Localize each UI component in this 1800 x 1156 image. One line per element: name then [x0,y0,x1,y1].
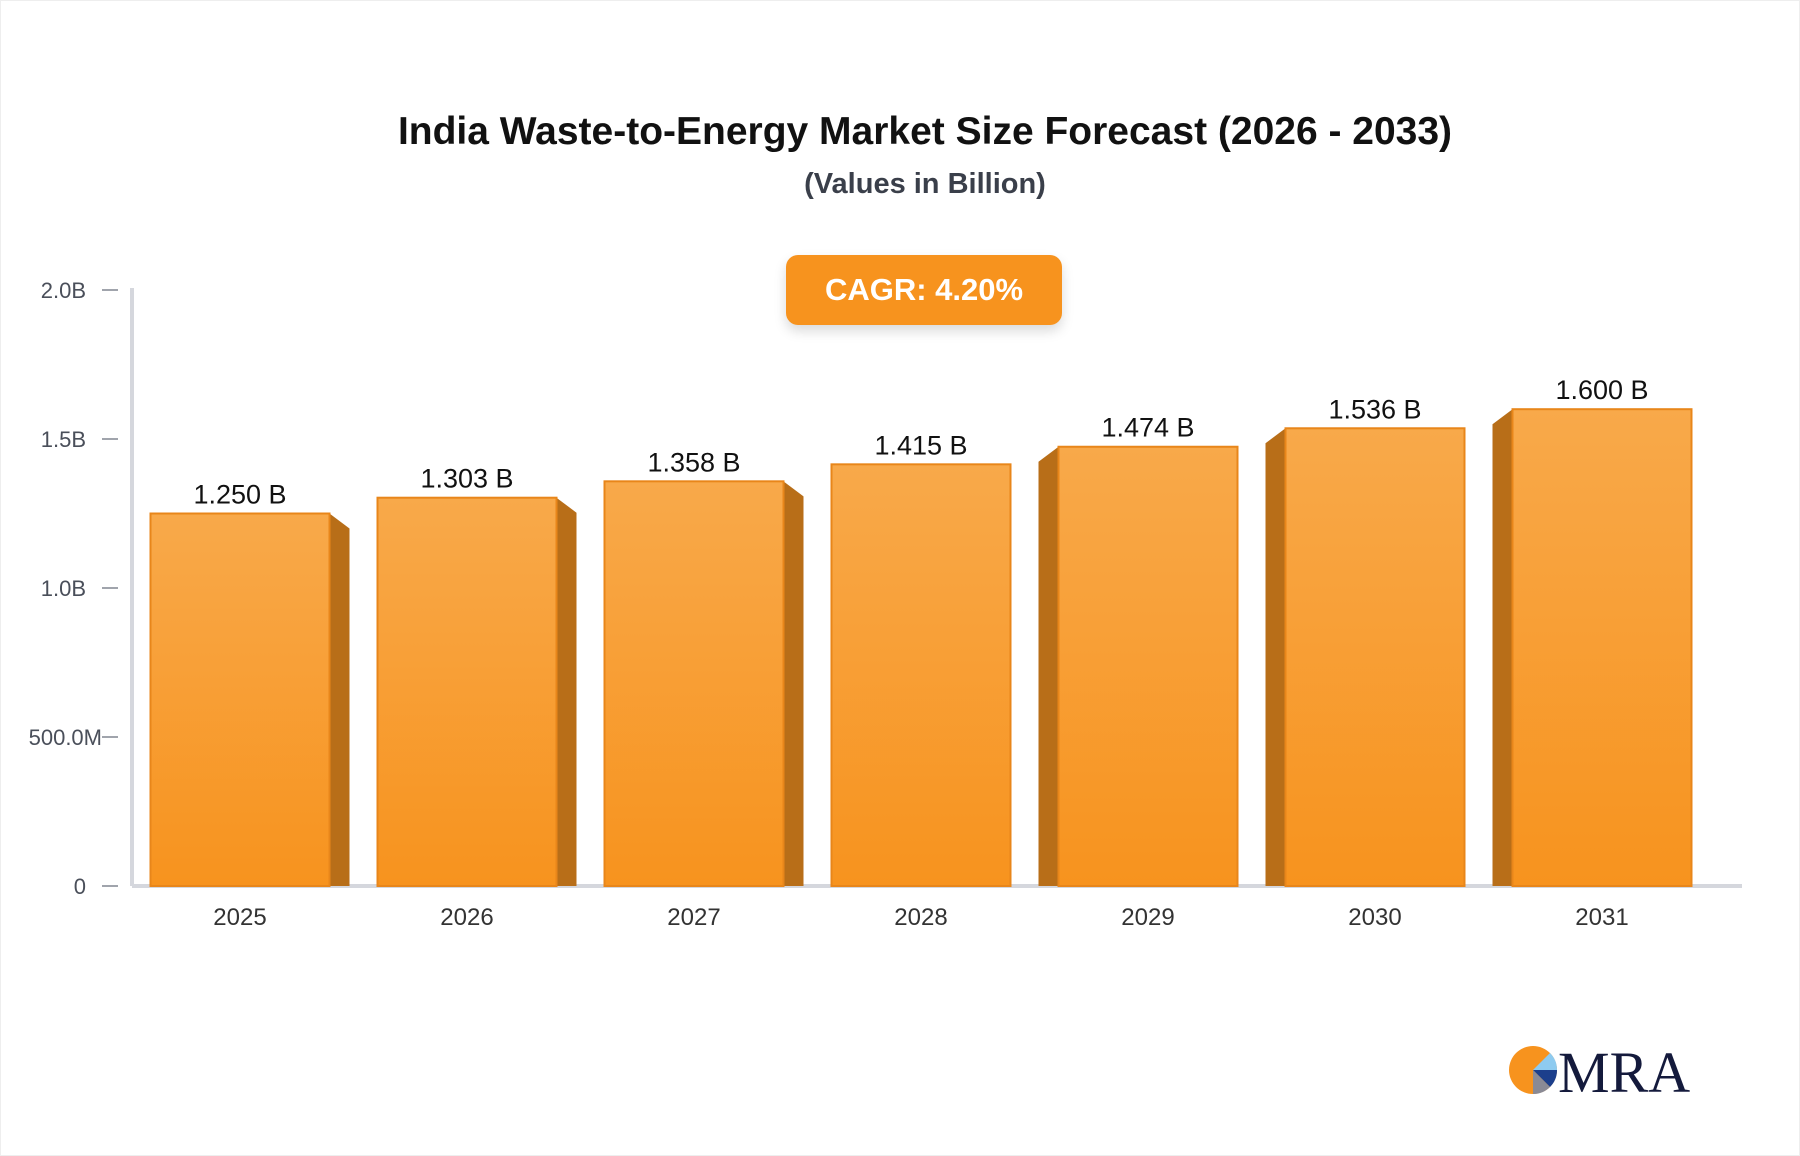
x-tick-label: 2026 [440,904,493,931]
bar-side [1038,446,1059,886]
bar-side [1265,428,1286,886]
bar-side [783,481,804,886]
y-tick-label: 1.0B [41,576,86,601]
y-tick-label: 1.5B [41,427,86,452]
data-label: 1.303 B [420,464,513,494]
chart-title: India Waste-to-Energy Market Size Foreca… [397,110,1453,153]
data-label: 1.358 B [647,447,740,477]
data-label: 1.415 B [874,430,967,460]
x-tick-label: 2025 [213,904,266,931]
x-tick-label: 2031 [1575,904,1628,931]
data-label: 1.250 B [193,480,286,510]
y-tick-label: 2.0B [41,278,86,303]
bar [1057,445,1239,887]
x-tick-label: 2030 [1348,904,1401,931]
data-label: 1.536 B [1328,394,1421,424]
x-tick-label: 2029 [1121,904,1174,931]
x-tick-label: 2027 [667,904,720,931]
bar-side [556,497,577,886]
bar [1284,427,1466,887]
y-tick-label: 500.0M [29,725,102,750]
chart-subtitle: (Values in Billion) [804,168,1046,200]
bar-side [1492,409,1513,886]
bar [1511,408,1693,887]
bar [830,463,1012,887]
bar [149,512,331,887]
bar-side [329,513,350,886]
bar [376,496,558,887]
bar [603,480,785,887]
y-tick-label: 0 [74,874,86,899]
x-tick-label: 2028 [894,904,947,931]
svg-text:MRA: MRA [1558,1040,1690,1100]
data-label: 1.474 B [1101,413,1194,443]
data-label: 1.600 B [1555,375,1648,405]
cagr-badge: CAGR: 4.20% [786,255,1062,325]
mra-logo: MRA [1509,1040,1690,1100]
